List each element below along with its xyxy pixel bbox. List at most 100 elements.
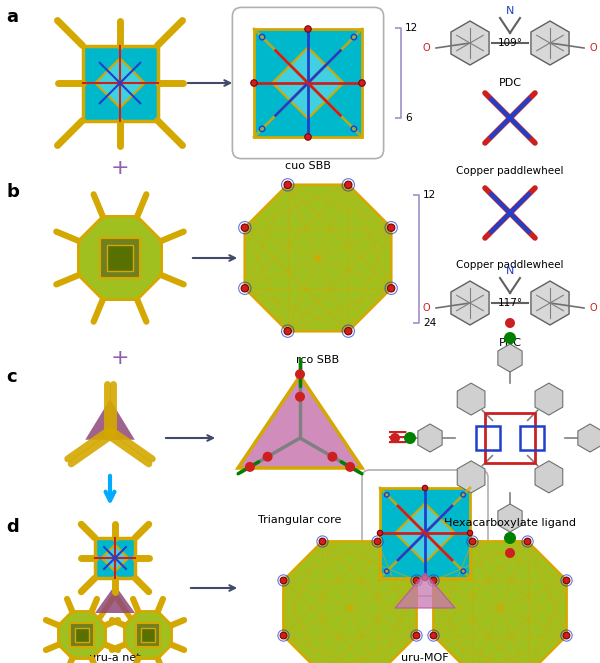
Circle shape <box>563 577 570 584</box>
Circle shape <box>305 26 311 32</box>
Polygon shape <box>83 46 157 121</box>
Text: d: d <box>6 518 19 536</box>
Text: N: N <box>506 266 514 276</box>
Text: b: b <box>6 183 19 201</box>
Text: 12: 12 <box>423 190 436 200</box>
Circle shape <box>467 530 473 536</box>
Polygon shape <box>498 344 522 372</box>
Circle shape <box>413 577 420 584</box>
Polygon shape <box>578 424 600 452</box>
Polygon shape <box>380 488 470 578</box>
Circle shape <box>328 452 337 461</box>
Polygon shape <box>531 281 569 325</box>
Circle shape <box>390 433 400 443</box>
Polygon shape <box>70 623 94 646</box>
Text: PDC: PDC <box>499 338 521 348</box>
Polygon shape <box>238 376 362 468</box>
Text: +: + <box>110 158 130 178</box>
Circle shape <box>280 577 287 584</box>
Polygon shape <box>531 21 569 65</box>
Text: +: + <box>110 348 130 368</box>
Circle shape <box>563 633 570 639</box>
Polygon shape <box>535 383 563 415</box>
Circle shape <box>374 538 381 545</box>
Text: 12: 12 <box>405 23 418 33</box>
Text: 6: 6 <box>405 113 412 123</box>
Circle shape <box>295 369 305 379</box>
Polygon shape <box>451 281 489 325</box>
Polygon shape <box>457 383 485 415</box>
Polygon shape <box>272 47 344 119</box>
Polygon shape <box>535 461 563 493</box>
Circle shape <box>422 485 428 491</box>
Circle shape <box>316 255 320 261</box>
Polygon shape <box>136 623 160 646</box>
Polygon shape <box>140 628 155 642</box>
Circle shape <box>245 462 255 472</box>
Polygon shape <box>395 573 455 608</box>
Circle shape <box>404 432 416 444</box>
Circle shape <box>347 605 352 611</box>
Text: O: O <box>590 303 598 313</box>
Text: Hexacarboxylate ligand: Hexacarboxylate ligand <box>444 518 576 528</box>
Text: O: O <box>422 43 430 53</box>
Circle shape <box>430 577 437 584</box>
Text: Copper paddlewheel: Copper paddlewheel <box>456 166 564 176</box>
Circle shape <box>505 318 515 328</box>
Polygon shape <box>451 21 489 65</box>
Text: O: O <box>422 303 430 313</box>
Text: 24: 24 <box>423 318 436 328</box>
Polygon shape <box>124 611 172 658</box>
Polygon shape <box>95 538 135 578</box>
Polygon shape <box>498 504 522 532</box>
Polygon shape <box>457 461 485 493</box>
Polygon shape <box>100 237 140 278</box>
Polygon shape <box>395 503 455 563</box>
Text: uru-MOF: uru-MOF <box>401 653 449 663</box>
Circle shape <box>241 224 248 231</box>
Circle shape <box>359 80 365 86</box>
Polygon shape <box>245 185 391 332</box>
Polygon shape <box>433 542 566 663</box>
Polygon shape <box>283 542 416 663</box>
Text: Triangular core: Triangular core <box>259 515 341 525</box>
Text: a: a <box>6 8 18 26</box>
Polygon shape <box>95 58 145 108</box>
Polygon shape <box>107 245 133 271</box>
Circle shape <box>505 548 515 558</box>
Text: PDC: PDC <box>499 78 521 88</box>
Text: N: N <box>506 6 514 16</box>
Text: O: O <box>590 43 598 53</box>
Circle shape <box>388 224 395 231</box>
Circle shape <box>263 452 272 461</box>
Circle shape <box>413 633 420 639</box>
Text: Copper paddlewheel: Copper paddlewheel <box>456 261 564 271</box>
Text: uru-a net: uru-a net <box>89 653 141 663</box>
Polygon shape <box>58 611 106 658</box>
Polygon shape <box>74 628 89 642</box>
Polygon shape <box>85 399 135 440</box>
Circle shape <box>280 633 287 639</box>
Text: 117°: 117° <box>497 298 523 308</box>
Text: 109°: 109° <box>497 38 523 48</box>
Circle shape <box>284 328 292 335</box>
Circle shape <box>388 284 395 292</box>
Polygon shape <box>418 424 442 452</box>
Circle shape <box>345 462 355 472</box>
Polygon shape <box>254 29 362 137</box>
Circle shape <box>284 181 292 188</box>
Circle shape <box>295 392 305 402</box>
Circle shape <box>241 284 248 292</box>
Polygon shape <box>95 585 135 613</box>
Circle shape <box>251 80 257 86</box>
Polygon shape <box>101 544 128 572</box>
Text: cuo SBB: cuo SBB <box>285 161 331 171</box>
Circle shape <box>497 605 502 611</box>
Circle shape <box>504 532 516 544</box>
Circle shape <box>344 328 352 335</box>
Circle shape <box>344 181 352 188</box>
Circle shape <box>504 332 516 344</box>
Circle shape <box>422 575 428 581</box>
Circle shape <box>469 538 476 545</box>
Text: c: c <box>6 368 17 386</box>
